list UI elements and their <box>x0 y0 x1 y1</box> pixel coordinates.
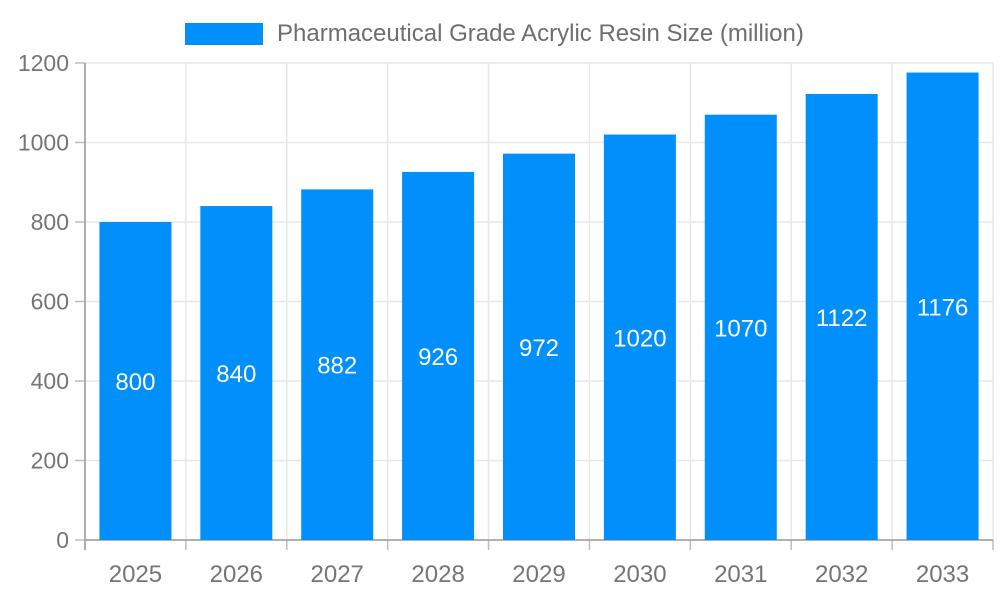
bar[interactable] <box>99 222 172 540</box>
bar-value-label: 840 <box>216 361 256 388</box>
bar-value-label: 1020 <box>613 325 666 352</box>
x-axis-tick-label: 2028 <box>411 561 464 588</box>
y-axis-tick-label: 1200 <box>18 50 69 76</box>
bar-value-label: 1122 <box>816 305 868 332</box>
bar-value-label: 800 <box>115 369 155 396</box>
bar-value-label: 882 <box>317 353 357 380</box>
y-axis-tick-label: 0 <box>56 527 69 553</box>
bar-value-label: 972 <box>519 335 559 362</box>
y-axis-tick-label: 400 <box>31 368 69 394</box>
bar-value-label: 1070 <box>714 315 767 342</box>
legend-label: Pharmaceutical Grade Acrylic Resin Size … <box>277 20 804 47</box>
x-axis-tick-label: 2025 <box>109 561 162 588</box>
bar-value-label: 1176 <box>917 294 969 321</box>
x-axis-tick-label: 2033 <box>916 561 969 588</box>
bar[interactable] <box>603 134 676 541</box>
bar[interactable] <box>805 94 878 540</box>
x-axis-tick-label: 2027 <box>311 561 364 588</box>
x-axis-tick-label: 2026 <box>210 561 263 588</box>
legend-swatch <box>185 23 263 45</box>
bar[interactable] <box>301 189 374 540</box>
x-axis-tick-label: 2032 <box>815 561 868 588</box>
y-axis-tick-label: 1000 <box>18 130 69 156</box>
y-axis-tick-label: 600 <box>31 289 69 315</box>
x-axis-tick-label: 2030 <box>613 561 666 588</box>
bar[interactable] <box>906 72 979 540</box>
chart-legend[interactable]: Pharmaceutical Grade Acrylic Resin Size … <box>185 20 804 48</box>
y-axis-tick-label: 800 <box>31 209 69 235</box>
x-axis-tick-label: 2031 <box>714 561 767 588</box>
bar[interactable] <box>503 153 575 540</box>
bar-value-label: 926 <box>418 344 458 371</box>
y-axis-tick-label: 200 <box>31 448 69 474</box>
bar[interactable] <box>704 114 777 541</box>
bar[interactable] <box>402 171 475 541</box>
x-axis-tick-label: 2029 <box>512 561 565 588</box>
bar[interactable] <box>200 206 273 540</box>
